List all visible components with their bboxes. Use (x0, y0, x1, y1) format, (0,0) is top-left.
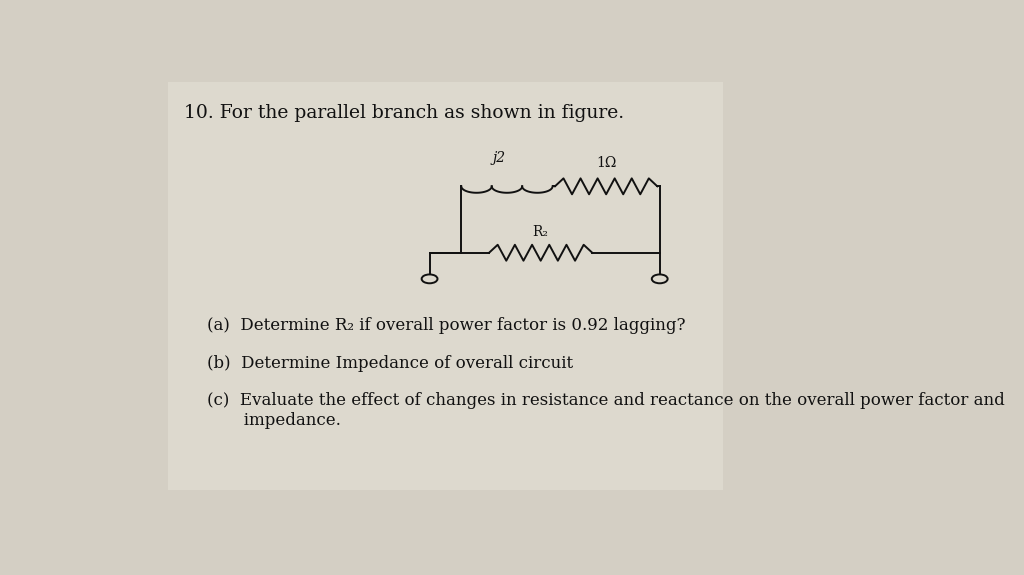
Bar (168, 82, 723, 490)
Text: (b)  Determine Impedance of overall circuit: (b) Determine Impedance of overall circu… (207, 355, 573, 371)
Text: 1Ω: 1Ω (596, 155, 616, 170)
Text: j2: j2 (493, 151, 506, 165)
Text: (a)  Determine R₂ if overall power factor is 0.92 lagging?: (a) Determine R₂ if overall power factor… (207, 317, 686, 334)
Text: 10. For the parallel branch as shown in figure.: 10. For the parallel branch as shown in … (183, 105, 624, 122)
Text: (c)  Evaluate the effect of changes in resistance and reactance on the overall p: (c) Evaluate the effect of changes in re… (207, 392, 1006, 429)
Text: R₂: R₂ (532, 225, 549, 239)
